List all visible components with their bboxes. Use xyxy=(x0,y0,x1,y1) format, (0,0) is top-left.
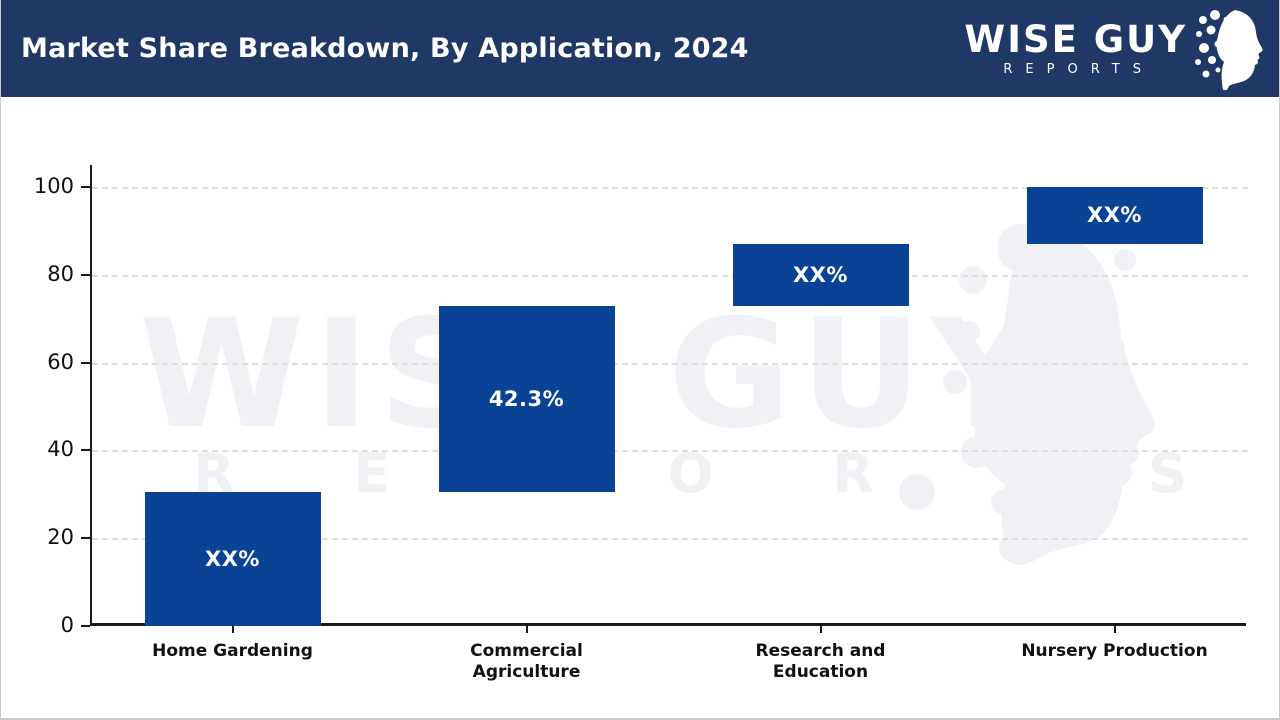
y-tick-label-80: 80 xyxy=(47,261,74,286)
bar-value-label: XX% xyxy=(205,547,260,572)
gridline-80 xyxy=(92,274,1248,277)
x-tick-mark xyxy=(1113,626,1116,633)
x-tick-mark xyxy=(819,626,822,633)
logo-wiseguy-text: WISE GUY xyxy=(964,17,1187,61)
gridline-100 xyxy=(92,186,1248,189)
y-tick-label-20: 20 xyxy=(47,525,74,550)
gridline-60 xyxy=(92,362,1248,365)
plot-area: 0 20 40 60 80 100 XX% Home Gardening 42.3% Commer… xyxy=(34,165,1248,682)
bar-research-and-education: XX% xyxy=(732,244,909,307)
logo-wordmark: WISE GUY REPORTS xyxy=(964,21,1187,77)
y-tick-mark-40 xyxy=(81,449,90,452)
bar-value-label: XX% xyxy=(1087,203,1142,228)
x-category-label-research-and-education: Research and Education xyxy=(755,641,886,683)
y-tick-mark-20 xyxy=(81,537,90,540)
y-tick-mark-0 xyxy=(81,625,90,627)
bar-nursery-production: XX% xyxy=(1026,186,1203,244)
x-category-label-home-gardening: Home Gardening xyxy=(152,641,313,661)
y-tick-mark-60 xyxy=(81,361,90,364)
x-category-label-commercial-agriculture: Commercial Agriculture xyxy=(470,641,583,683)
bar-home-gardening: XX% xyxy=(144,492,321,626)
gridline-20 xyxy=(92,538,1248,541)
logo-reports-text: REPORTS xyxy=(1003,61,1154,77)
x-tick-mark xyxy=(525,626,528,633)
y-tick-label-60: 60 xyxy=(47,349,74,374)
y-tick-mark-100 xyxy=(81,185,90,188)
x-category-label-nursery-production: Nursery Production xyxy=(1021,641,1208,661)
y-tick-mark-80 xyxy=(81,273,90,276)
y-tick-label-100: 100 xyxy=(33,173,74,198)
bar-value-label: XX% xyxy=(793,263,848,288)
y-tick-label-40: 40 xyxy=(47,437,74,462)
y-tick-label-0: 0 xyxy=(60,613,74,637)
bar-commercial-agriculture: 42.3% xyxy=(438,306,615,493)
chart-title: Market Share Breakdown, By Application, … xyxy=(21,33,749,64)
header-bar: Market Share Breakdown, By Application, … xyxy=(1,0,1279,97)
wiseguy-logo: WISE GUY REPORTS xyxy=(964,8,1263,90)
logo-head-icon xyxy=(1195,9,1263,90)
x-tick-mark xyxy=(231,626,234,633)
bar-value-label: 42.3% xyxy=(488,387,565,412)
gridline-40 xyxy=(92,450,1248,453)
